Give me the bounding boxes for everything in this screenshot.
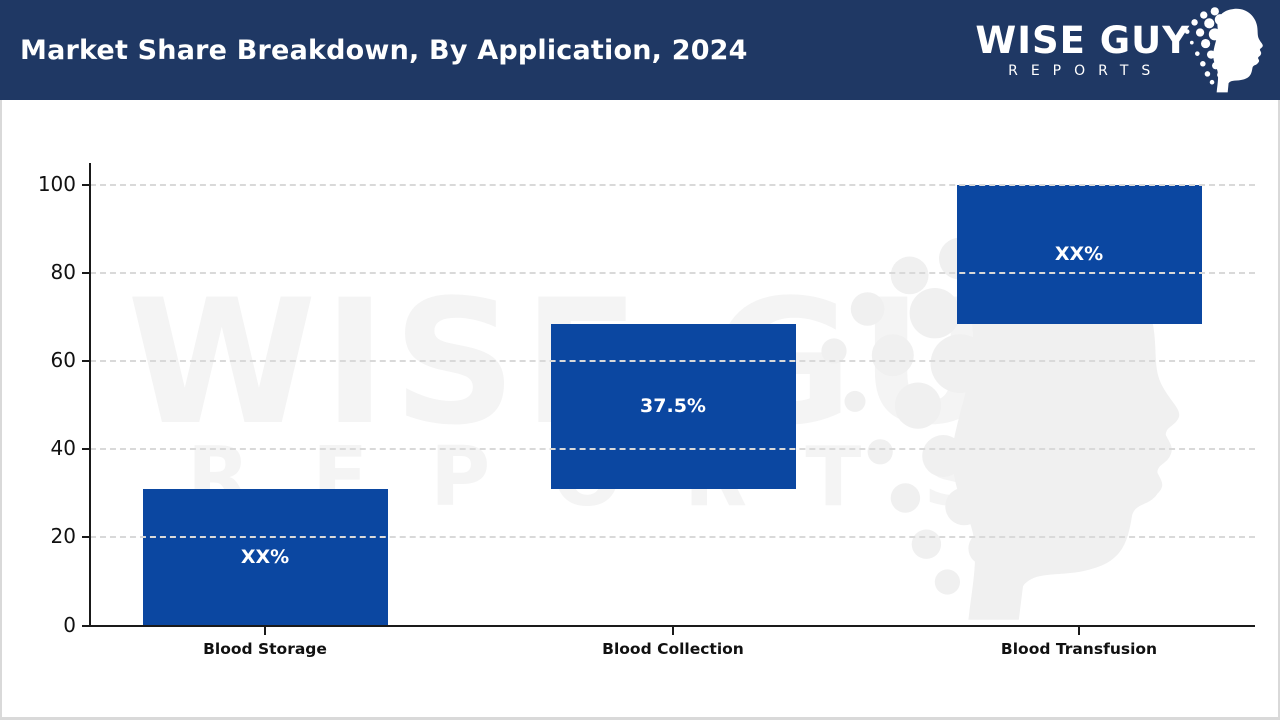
gridline — [90, 448, 1255, 451]
logo-text: WISE GUY REPORTS — [975, 22, 1190, 78]
y-tick-mark — [82, 184, 90, 186]
y-tick-mark — [82, 624, 90, 627]
bar-value-label: XX% — [240, 546, 290, 569]
page-title: Market Share Breakdown, By Application, … — [20, 34, 748, 66]
header-bar: Market Share Breakdown, By Application, … — [0, 0, 1280, 100]
bar-segment: XX% — [142, 488, 388, 626]
y-axis-line — [89, 163, 91, 627]
y-tick-label: 60 — [50, 348, 76, 373]
y-tick-label: 40 — [50, 436, 76, 461]
logo-wiseguy-text: WISE GUY — [975, 19, 1190, 62]
x-category-label: Blood Storage — [203, 639, 327, 658]
x-tick-mark — [672, 626, 674, 635]
y-tick-mark — [82, 272, 90, 275]
x-axis-line — [89, 624, 1255, 627]
y-tick-mark — [82, 536, 90, 539]
x-tick-mark — [264, 626, 266, 635]
x-category-label: Blood Collection — [602, 639, 744, 658]
gridline — [90, 272, 1255, 275]
y-tick-label: 20 — [50, 524, 76, 549]
y-tick-mark — [82, 360, 90, 363]
wise-guy-reports-logo: WISE GUY REPORTS — [975, 4, 1272, 96]
gridline — [90, 360, 1255, 363]
bar-value-label: 37.5% — [640, 395, 706, 418]
gridline — [90, 184, 1255, 186]
bar-value-label: XX% — [1054, 243, 1104, 266]
gridline — [90, 536, 1255, 539]
y-tick-label: 80 — [50, 260, 76, 285]
x-category-label: Blood Transfusion — [1000, 639, 1158, 658]
bar-segment: 37.5% — [550, 323, 796, 489]
x-tick-mark — [1078, 626, 1080, 635]
logo-face-icon — [1184, 7, 1263, 93]
bar-segment: XX% — [956, 185, 1202, 324]
watermark-face-icon — [821, 237, 1180, 620]
y-tick-label: 100 — [37, 172, 76, 196]
y-tick-mark — [82, 448, 90, 451]
y-tick-label: 0 — [63, 612, 76, 637]
logo-reports-text: REPORTS — [1008, 63, 1164, 79]
